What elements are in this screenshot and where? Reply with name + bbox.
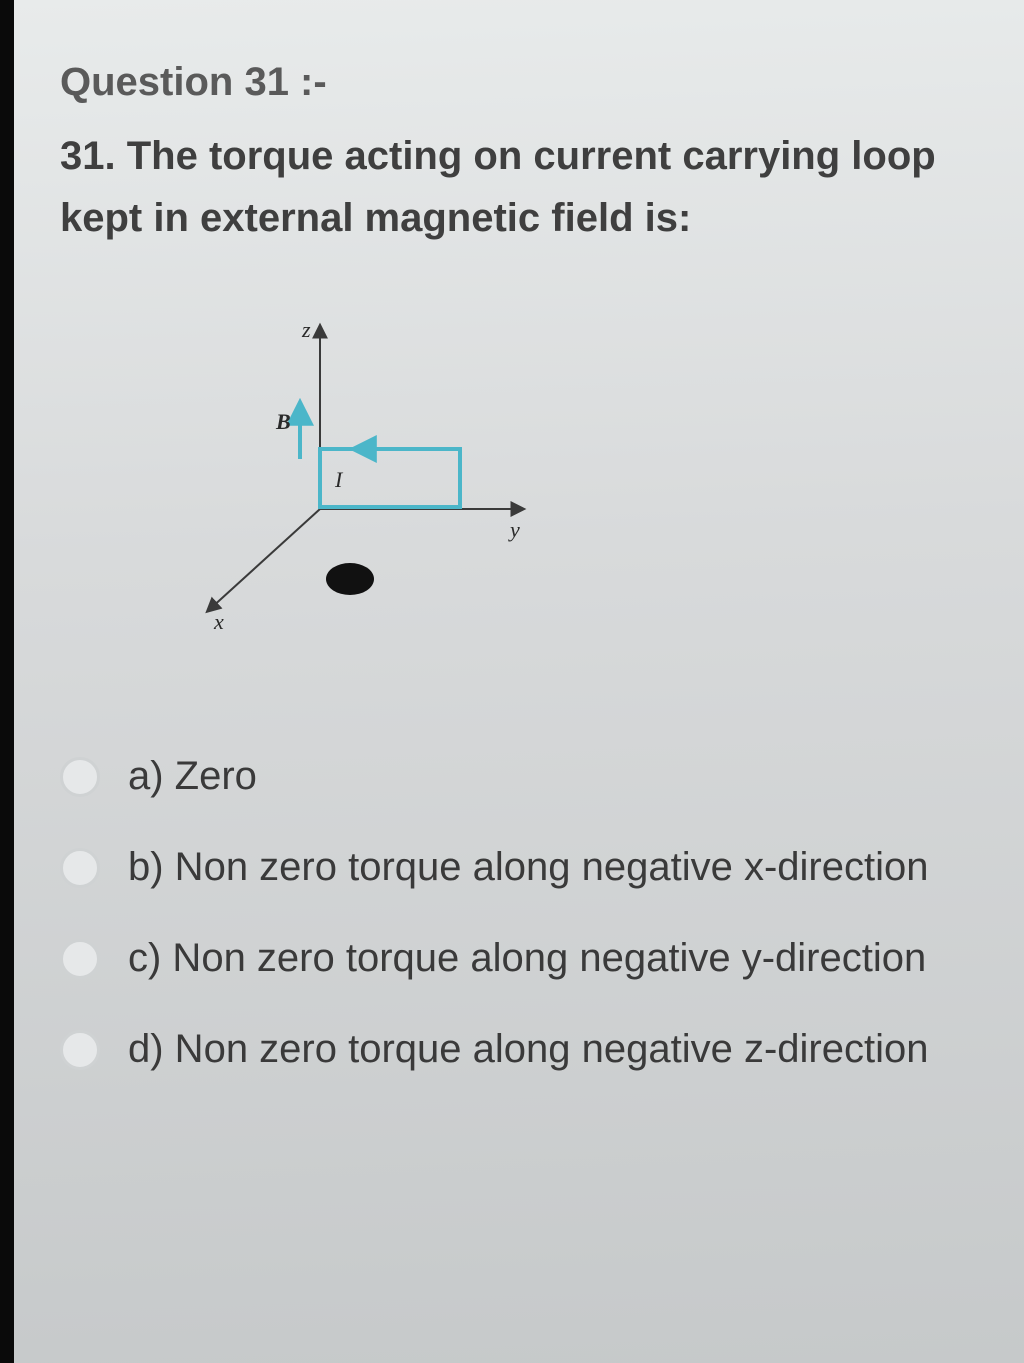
option-d-text: d) Non zero torque along negative z-dire… — [128, 1027, 928, 1072]
question-heading: Question 31 :- — [60, 60, 974, 105]
option-c-text: c) Non zero torque along negative y-dire… — [128, 936, 926, 981]
option-a-text: a) Zero — [128, 754, 257, 799]
option-c[interactable]: c) Non zero torque along negative y-dire… — [60, 936, 974, 981]
b-label: B — [275, 409, 291, 434]
option-a[interactable]: a) Zero — [60, 754, 974, 799]
radio-c[interactable] — [60, 939, 100, 979]
x-axis-label: x — [213, 609, 224, 634]
coordinate-diagram-svg: z y x B I — [190, 309, 570, 649]
diagram: z y x B I — [190, 309, 974, 654]
y-axis-label: y — [508, 517, 520, 542]
z-axis-label: z — [301, 317, 311, 342]
option-d[interactable]: d) Non zero torque along negative z-dire… — [60, 1027, 974, 1072]
radio-d[interactable] — [60, 1030, 100, 1070]
option-b-text: b) Non zero torque along negative x-dire… — [128, 845, 928, 890]
question-body: The torque acting on current carrying lo… — [60, 134, 936, 240]
blob-artifact — [326, 563, 374, 595]
question-number: 31. — [60, 134, 116, 178]
radio-b[interactable] — [60, 848, 100, 888]
i-label: I — [334, 467, 344, 492]
page-container: Question 31 :- 31. The torque acting on … — [0, 0, 1024, 1363]
x-axis — [210, 509, 320, 609]
left-edge-shadow — [0, 0, 14, 1363]
option-b[interactable]: b) Non zero torque along negative x-dire… — [60, 845, 974, 890]
radio-a[interactable] — [60, 757, 100, 797]
question-text: 31. The torque acting on current carryin… — [60, 125, 974, 249]
options-list: a) Zero b) Non zero torque along negativ… — [60, 754, 974, 1072]
